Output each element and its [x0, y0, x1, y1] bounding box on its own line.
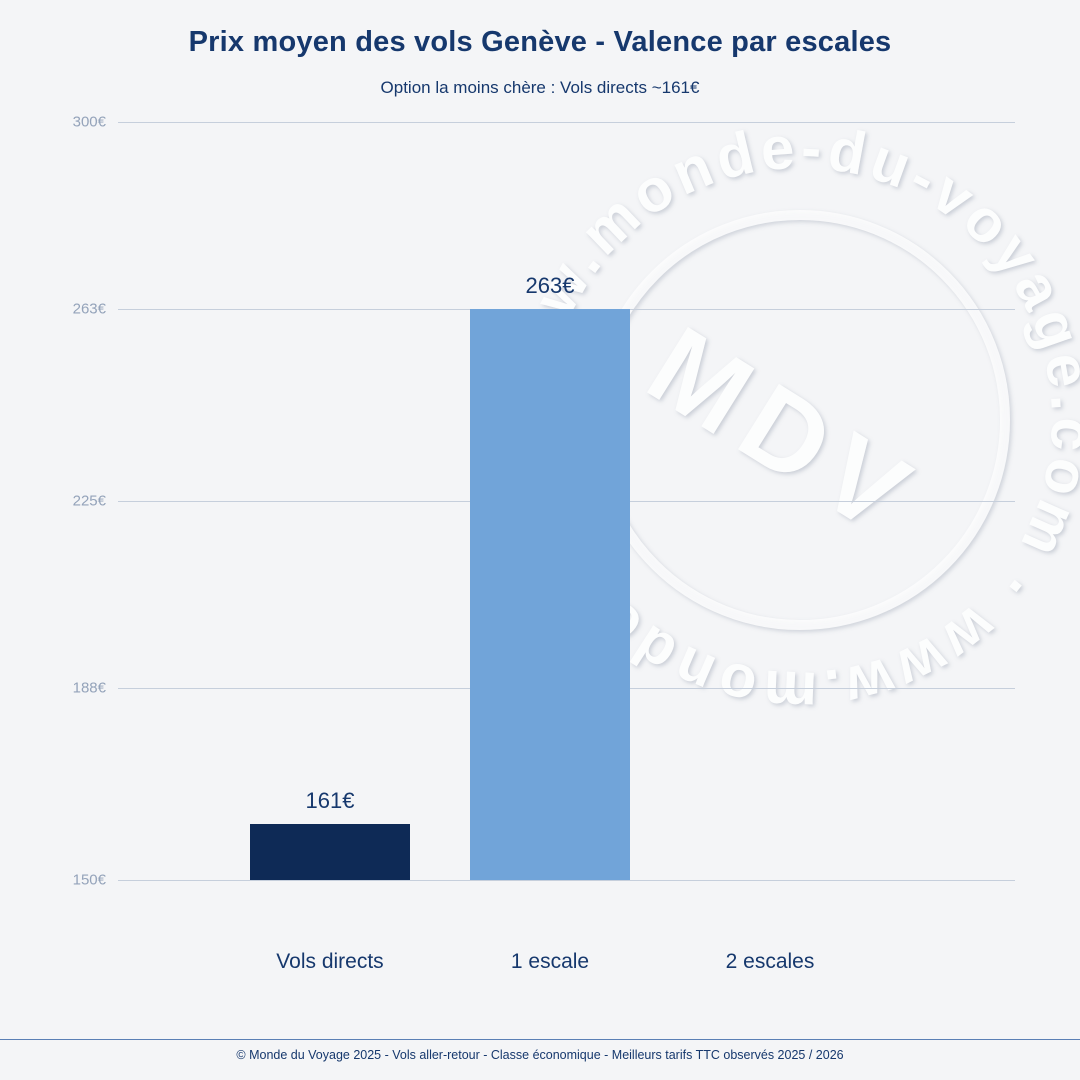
- footer-text: © Monde du Voyage 2025 - Vols aller-reto…: [236, 1048, 844, 1062]
- value-label-vols-directs: 161€: [305, 788, 355, 814]
- category-label-1-escale: 1 escale: [510, 950, 590, 973]
- chart-title: Prix moyen des vols Genève - Valence par…: [188, 26, 892, 58]
- y-axis-tick-label: 188€: [72, 679, 106, 697]
- value-label-1-escale: 263€: [525, 272, 575, 298]
- y-axis-tick-label: 263€: [72, 300, 106, 318]
- bar-vols-directs: [250, 824, 410, 880]
- category-label-2-escales: 2 escales: [725, 950, 815, 973]
- y-axis-tick-label: 300€: [72, 113, 106, 131]
- gridline: [118, 122, 1015, 123]
- category-label-vols-directs: Vols directs: [276, 950, 384, 973]
- bar-1-escale: [470, 308, 630, 880]
- chart-subtitle: Option la moins chère : Vols directs ~16…: [380, 78, 700, 97]
- footer-divider: [0, 1039, 1080, 1040]
- y-axis-tick-label: 150€: [72, 871, 106, 889]
- gridline: [118, 880, 1015, 881]
- y-axis-tick-label: 225€: [72, 492, 106, 510]
